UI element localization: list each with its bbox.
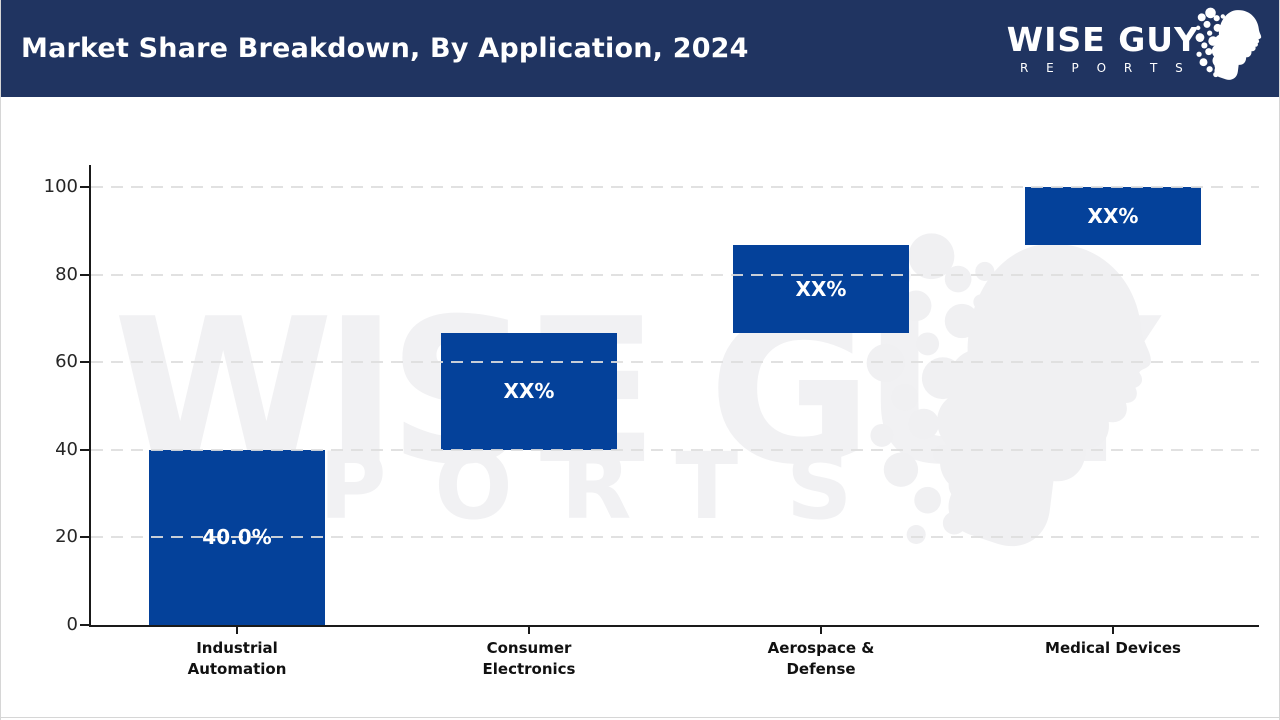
brand-logo: WISE GUY R E P O R T S [1007, 5, 1265, 93]
y-tick-label: 60 [55, 351, 78, 373]
y-tick-mark [80, 448, 89, 451]
header-bar: Market Share Breakdown, By Application, … [1, 0, 1279, 97]
y-tick-label: 20 [55, 526, 78, 548]
gridline [91, 185, 1259, 188]
bar-value-label: XX% [503, 379, 555, 404]
brand-logo-text: WISE GUY R E P O R T S [1007, 23, 1199, 75]
x-tick-mark [1112, 627, 1114, 634]
watermark-reports: PORTS [319, 433, 901, 540]
x-category-label: Industrial Automation [187, 639, 287, 678]
y-tick-label: 80 [55, 263, 78, 285]
y-tick-label: 40 [55, 438, 78, 460]
y-tick-label: 100 [43, 175, 78, 197]
brand-logo-wordmark: WISE GUY [1006, 19, 1199, 59]
x-category-label: Aerospace & Defense [767, 639, 875, 678]
y-tick-label: 0 [66, 614, 78, 635]
x-tick-mark [236, 627, 238, 634]
x-tick-mark [528, 627, 530, 634]
bar-value-label: XX% [795, 276, 847, 301]
y-tick-mark [80, 536, 89, 539]
bar-value-label: 40.0% [202, 525, 272, 550]
watermark-face-icon [866, 233, 1151, 547]
y-tick-mark [80, 624, 89, 626]
brand-logo-subtitle: R E P O R T S [1019, 60, 1190, 75]
page-title: Market Share Breakdown, By Application, … [21, 33, 749, 64]
y-tick-mark [80, 273, 89, 276]
brand-face-icon [1195, 7, 1262, 80]
x-category-label: Medical Devices [1045, 639, 1181, 657]
gridline [91, 448, 1259, 451]
x-tick-mark [820, 627, 822, 634]
waterfall-bar [733, 245, 909, 333]
gridline [91, 273, 1259, 276]
bar-value-label: XX% [1087, 204, 1139, 229]
waterfall-bar [441, 332, 617, 450]
plot-area: 0 20 40 60 80 100 40.0% Industrial Automation XX… [44, 165, 1259, 678]
y-tick-mark [80, 361, 89, 364]
bottom-border [1, 717, 1279, 718]
waterfall-bar [1025, 186, 1201, 246]
y-tick-mark [80, 185, 89, 188]
gridline [91, 361, 1259, 364]
gridline [91, 536, 1259, 539]
x-category-label: Consumer Electronics [482, 639, 576, 678]
